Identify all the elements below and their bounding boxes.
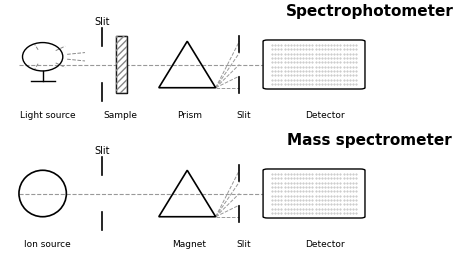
FancyBboxPatch shape	[263, 40, 365, 89]
Text: Mass spectrometer: Mass spectrometer	[287, 133, 452, 148]
Text: Detector: Detector	[305, 240, 345, 249]
Text: Detector: Detector	[305, 111, 345, 120]
Text: Slit: Slit	[94, 146, 109, 156]
Bar	[116, 36, 127, 93]
Bar	[116, 36, 127, 93]
Text: Spectrophotometer: Spectrophotometer	[286, 4, 454, 19]
FancyBboxPatch shape	[263, 169, 365, 218]
Text: Slit: Slit	[237, 240, 251, 249]
Text: Light source: Light source	[19, 111, 75, 120]
Text: Magnet: Magnet	[173, 240, 207, 249]
Text: Ion source: Ion source	[24, 240, 71, 249]
Text: Prism: Prism	[177, 111, 202, 120]
Text: Slit: Slit	[94, 17, 109, 27]
Text: Slit: Slit	[237, 111, 251, 120]
Text: Sample: Sample	[104, 111, 138, 120]
